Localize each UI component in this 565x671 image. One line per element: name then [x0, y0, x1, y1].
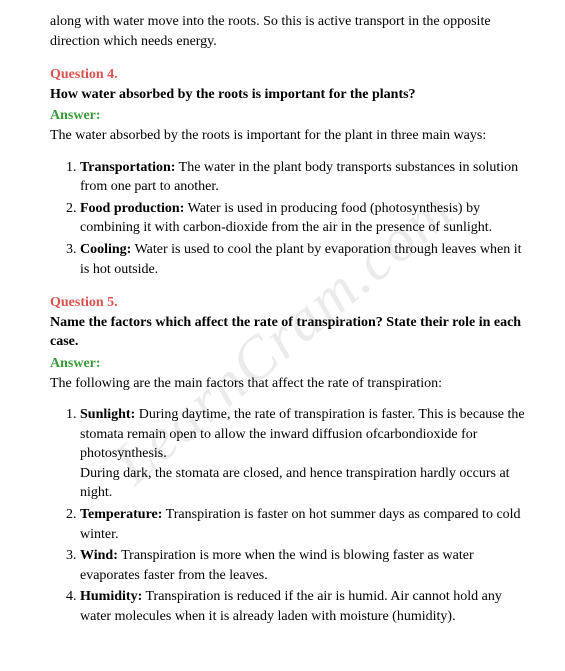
answer-4-label: Answer: — [50, 106, 525, 126]
list-desc: Transpiration is more when the wind is b… — [80, 548, 474, 583]
list-item: Humidity: Transpiration is reduced if th… — [80, 587, 525, 626]
question-5-label: Question 5. — [50, 293, 525, 313]
list-item: Temperature: Transpiration is faster on … — [80, 505, 525, 544]
list-item: Wind: Transpiration is more when the win… — [80, 546, 525, 585]
answer-4-list: Transportation: The water in the plant b… — [50, 158, 525, 280]
list-item: Cooling: Water is used to cool the plant… — [80, 240, 525, 279]
list-desc: Transpiration is reduced if the air is h… — [80, 589, 502, 624]
question-4-label: Question 4. — [50, 65, 525, 85]
list-item: Sunlight: During daytime, the rate of tr… — [80, 405, 525, 503]
answer-5-label: Answer: — [50, 354, 525, 374]
list-desc-extra: During dark, the stomata are closed, and… — [80, 464, 525, 503]
list-term: Temperature: — [80, 507, 162, 522]
list-desc: Water is used to cool the plant by evapo… — [80, 242, 521, 277]
question-5-text: Name the factors which affect the rate o… — [50, 313, 525, 352]
list-item: Transportation: The water in the plant b… — [80, 158, 525, 197]
list-item: Food production: Water is used in produc… — [80, 199, 525, 238]
list-term: Transportation: — [80, 160, 175, 175]
list-term: Humidity: — [80, 589, 142, 604]
list-term: Sunlight: — [80, 407, 135, 422]
list-term: Cooling: — [80, 242, 131, 257]
answer-5-intro: The following are the main factors that … — [50, 374, 525, 394]
list-term: Wind: — [80, 548, 118, 563]
answer-5-list: Sunlight: During daytime, the rate of tr… — [50, 405, 525, 627]
list-desc: During daytime, the rate of transpiratio… — [80, 407, 525, 461]
continuation-paragraph: along with water move into the roots. So… — [50, 12, 525, 51]
question-4-text: How water absorbed by the roots is impor… — [50, 85, 525, 105]
list-term: Food production: — [80, 201, 184, 216]
answer-4-intro: The water absorbed by the roots is impor… — [50, 126, 525, 146]
